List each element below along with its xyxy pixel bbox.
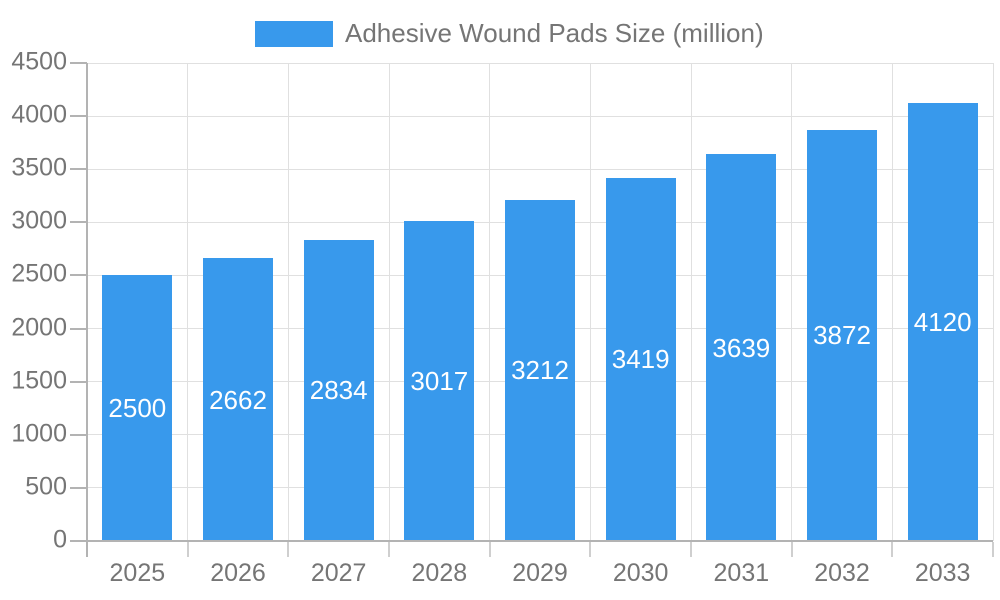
y-axis-tick [70,274,87,277]
y-axis-label: 0 [53,525,67,554]
x-axis-tick [790,542,793,557]
y-axis-label: 4500 [11,47,67,76]
grid-line-vertical [992,63,994,541]
grid-line-vertical [287,63,289,541]
y-axis-label: 3500 [11,153,67,182]
bar-value-label: 3872 [813,320,871,351]
legend-label: Adhesive Wound Pads Size (million) [345,18,764,48]
grid-line-vertical [187,63,189,541]
x-axis-tick [992,542,994,557]
x-axis-tick [287,542,290,557]
bar-value-label: 2500 [108,393,167,424]
x-axis-label: 2025 [109,559,166,587]
x-axis-label: 2032 [814,559,870,587]
grid-line-horizontal [87,115,993,117]
bar[interactable] [404,220,475,541]
grid-line-vertical [589,63,591,541]
bar-value-label: 2662 [209,384,267,415]
y-axis-tick [70,221,87,224]
y-axis-label: 2000 [11,313,67,342]
y-axis-tick [70,380,87,383]
y-axis-tick [70,62,87,64]
grid-line-vertical [791,63,793,541]
y-axis-label: 3000 [11,206,67,235]
x-axis-label: 2028 [411,559,468,587]
y-axis-tick [70,115,87,118]
grid-line-horizontal [87,62,993,64]
y-axis-label: 1000 [11,419,67,448]
y-axis-label: 500 [25,472,67,501]
legend-swatch-icon [255,20,333,47]
bar[interactable] [605,177,676,541]
x-axis-tick [186,542,189,557]
y-axis-label: 2500 [11,259,67,288]
x-axis-tick [891,542,894,557]
y-axis-tick [70,327,87,330]
x-axis-label: 2026 [210,559,266,587]
grid-line-vertical [489,63,491,541]
bar[interactable] [807,129,877,541]
y-axis-tick [70,433,87,436]
x-axis-label: 2031 [713,559,770,587]
bar[interactable] [303,239,374,541]
y-axis-line [86,63,88,557]
x-axis-label: 2029 [512,559,568,587]
legend[interactable]: Adhesive Wound Pads Size (million) [255,18,764,49]
y-axis-tick [70,540,87,542]
grid-line-vertical [388,63,390,541]
bar[interactable] [203,258,273,541]
x-axis-label: 2033 [914,559,971,587]
bar-value-label: 2834 [309,375,368,406]
bar-value-label: 3639 [712,332,771,363]
x-axis-tick [690,542,692,557]
y-axis-label: 4000 [11,100,67,129]
grid-line-horizontal [87,168,993,170]
bar-value-label: 4120 [913,307,972,338]
grid-line-vertical [891,63,893,541]
x-axis-tick [488,542,491,557]
y-axis-label: 1500 [11,366,67,395]
bar-value-label: 3017 [410,365,469,396]
y-axis-tick [70,486,87,489]
x-axis-label: 2027 [310,559,367,587]
x-axis-line [87,540,993,542]
bar[interactable] [102,275,173,541]
x-axis-tick [589,542,592,557]
grid-line-vertical [690,63,692,541]
bar[interactable] [505,199,575,541]
y-axis-tick [70,168,87,171]
bar-value-label: 3212 [511,355,569,386]
x-axis-tick [388,542,390,557]
bar-value-label: 3419 [611,344,670,375]
bar[interactable] [706,154,777,541]
x-axis-label: 2030 [612,559,669,587]
bar[interactable] [907,103,978,541]
